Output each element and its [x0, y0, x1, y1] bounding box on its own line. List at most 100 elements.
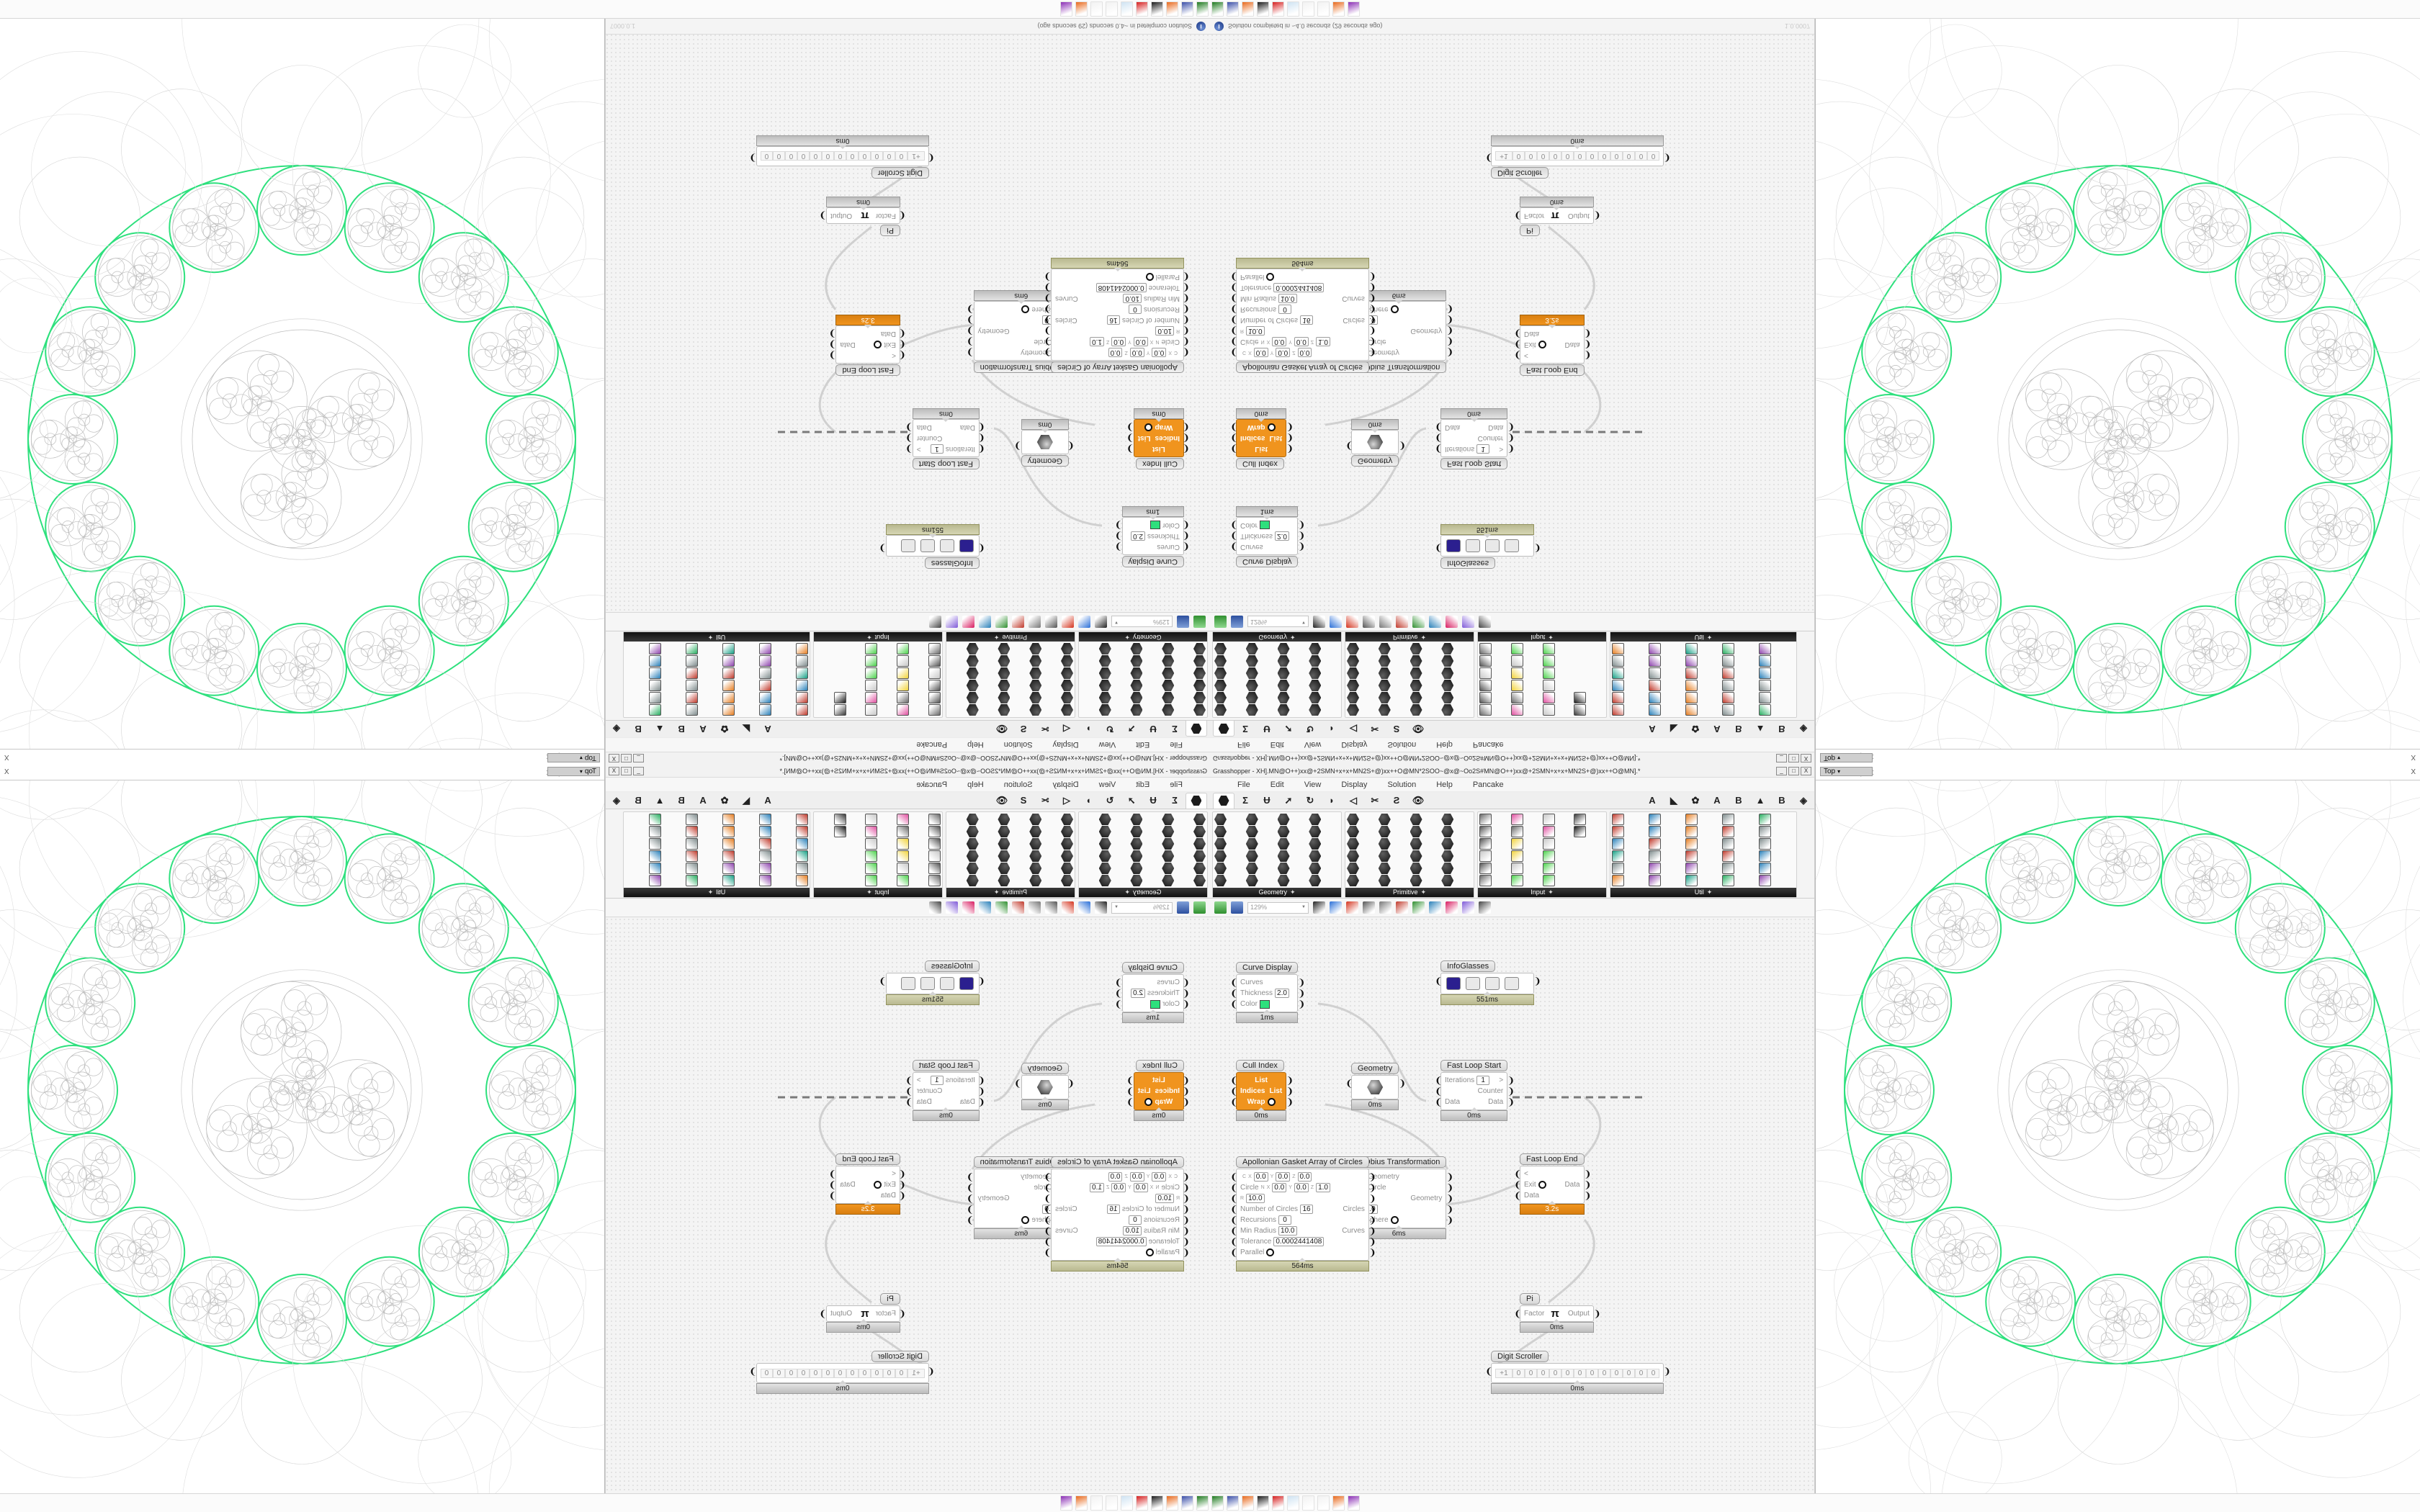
output-port-1[interactable]: ❩: [1126, 433, 1134, 444]
output-ports[interactable]: ❩ ❩ ❩ ❩ ❩ ❩ ❩ ❩: [1044, 1169, 1052, 1260]
component-icon-input-5[interactable]: [1479, 875, 1492, 886]
component-icon-input-16[interactable]: [1542, 863, 1555, 874]
component-icon-util-13[interactable]: [1685, 692, 1698, 703]
component-icon-input-10[interactable]: [1510, 863, 1523, 874]
menu-item-view[interactable]: View: [1098, 740, 1116, 750]
component-icon-util-20[interactable]: [1722, 838, 1734, 850]
ribbon-tab-13[interactable]: A: [1713, 795, 1721, 806]
ribbon-tab-14[interactable]: B: [1735, 795, 1742, 806]
node-body-apollonian-gasket-array-of-circles[interactable]: C X 0.0 Y 0.0 Z 0.0 Circle N X 0.0 Y 0.0 Z 1.0 R 10.0 Num…: [1044, 269, 1190, 361]
input-ports[interactable]: ❨: [977, 536, 985, 556]
output-port-7[interactable]: ❩: [1368, 271, 1376, 282]
param-value-field[interactable]: 10.0: [1278, 294, 1297, 303]
gha-icon[interactable]: [1012, 616, 1024, 628]
component-icon-geometry-14[interactable]: [1131, 838, 1143, 850]
input-ports[interactable]: ❨: [1345, 1076, 1353, 1099]
component-icon-input-3[interactable]: [928, 850, 941, 862]
ribbon-tab-7[interactable]: ✂: [1371, 724, 1379, 735]
digit-cell-6[interactable]: 0: [834, 151, 846, 161]
viewport-close-button[interactable]: X: [2411, 768, 2416, 776]
radius-field[interactable]: 10.0: [1246, 1194, 1265, 1203]
component-icon-geometry-13[interactable]: [1277, 826, 1290, 837]
input-port-0[interactable]: ❨: [1182, 444, 1190, 454]
component-icon-input-11[interactable]: [1510, 875, 1523, 886]
param-value-field[interactable]: 10.0: [1278, 1226, 1297, 1236]
output-port-0[interactable]: ❩: [1044, 1171, 1052, 1182]
component-icon-primitive-22[interactable]: [967, 863, 979, 874]
component-icon-input-15[interactable]: [865, 850, 878, 862]
output-port-0[interactable]: ❩: [1663, 153, 1671, 163]
component-icon-input-14[interactable]: [1542, 838, 1555, 850]
component-icon-primitive-11[interactable]: [1029, 643, 1041, 654]
taskbar-icon-explorer-icon[interactable]: [1302, 1, 1314, 17]
output-port-2[interactable]: ❩: [1368, 1193, 1376, 1204]
output-port-0[interactable]: ❩: [1297, 541, 1306, 552]
component-icon-input-0[interactable]: [1479, 814, 1492, 825]
digit-cell-10[interactable]: 0: [1623, 1368, 1635, 1378]
component-icon-primitive-9[interactable]: [1379, 667, 1391, 679]
output-port-4[interactable]: ❩: [1044, 1215, 1052, 1225]
component-icon-util-19[interactable]: [686, 692, 698, 703]
component-icon-input-4[interactable]: [928, 863, 941, 874]
output-port-0[interactable]: ❩: [1114, 541, 1123, 552]
component-icon-primitive-0[interactable]: [1347, 704, 1359, 716]
component-icon-input-8[interactable]: [897, 680, 910, 691]
grid-icon[interactable]: [1466, 977, 1480, 990]
component-icon-geometry-19[interactable]: [1099, 692, 1111, 703]
toggle-icon[interactable]: [1144, 1098, 1153, 1106]
toggle-icon[interactable]: [874, 1181, 882, 1189]
digit-cell-1[interactable]: 0: [895, 151, 908, 161]
output-port-5[interactable]: ❩: [1368, 1225, 1376, 1236]
ribbon-group-expander[interactable]: ✦: [1706, 888, 1713, 896]
input-port-4[interactable]: ❨: [1182, 304, 1190, 315]
taskbar-icon-text-editor-icon[interactable]: [1287, 1, 1299, 17]
vector-z-field[interactable]: 0.0: [1297, 348, 1312, 357]
component-icon-primitive-6[interactable]: [1378, 814, 1391, 825]
ribbon-tab-14[interactable]: B: [678, 724, 685, 734]
output-port-3[interactable]: ❩: [1044, 1204, 1052, 1215]
vector-z-field[interactable]: 1.0: [1090, 1183, 1104, 1192]
component-icon-util-29[interactable]: [649, 875, 661, 886]
output-port-1[interactable]: ❩: [905, 433, 913, 444]
component-icon-input-11[interactable]: [897, 643, 910, 654]
output-port-6[interactable]: ❩: [1044, 1236, 1052, 1247]
input-port-0[interactable]: ❨: [977, 543, 985, 554]
component-icon-input-15[interactable]: [1542, 850, 1555, 862]
component-icon-primitive-4[interactable]: [1347, 655, 1359, 667]
component-icon-input-0[interactable]: [928, 704, 941, 716]
toggle-icon[interactable]: [1144, 423, 1153, 431]
menu-item-display[interactable]: Display: [1341, 780, 1368, 789]
package-icon[interactable]: [1446, 901, 1458, 914]
component-icon-util-1[interactable]: [1612, 826, 1624, 837]
ribbon-tab-1[interactable]: Σ: [1242, 795, 1248, 806]
component-icon-geometry-16[interactable]: [1278, 655, 1290, 667]
component-icon-util-8[interactable]: [1649, 680, 1661, 691]
output-port-0[interactable]: ❩: [966, 1171, 974, 1182]
component-icon-primitive-17[interactable]: [1410, 643, 1422, 654]
input-port-3[interactable]: ❨: [1230, 1204, 1238, 1215]
zoom-level-display[interactable]: 129% ▼: [1111, 616, 1173, 628]
component-icon-input-13[interactable]: [1542, 826, 1555, 837]
component-icon-util-28[interactable]: [649, 655, 661, 667]
output-ports[interactable]: ❩ ❩ ❩ ❩ ❩: [967, 302, 974, 360]
component-icon-util-5[interactable]: [796, 643, 808, 654]
component-icon-geometry-4[interactable]: [1214, 655, 1227, 667]
ribbon-tab-13[interactable]: A: [699, 795, 707, 806]
zoom-extents-icon[interactable]: [1313, 616, 1325, 628]
search-icon[interactable]: [1429, 901, 1441, 914]
input-port-1[interactable]: ❨: [1514, 1179, 1522, 1190]
ribbon-tab-4[interactable]: ↻: [1306, 794, 1314, 806]
taskbar-icon-save-app-icon[interactable]: [1227, 1495, 1239, 1511]
component-icon-primitive-21[interactable]: [1441, 667, 1453, 679]
component-icon-util-18[interactable]: [686, 704, 698, 716]
component-icon-input-18[interactable]: [833, 704, 846, 716]
ribbon-tab-12[interactable]: ✿: [720, 794, 729, 806]
input-ports[interactable]: ❨: [1067, 1076, 1075, 1099]
ribbon-tab-13[interactable]: A: [1713, 724, 1721, 734]
input-port-1[interactable]: ❨: [898, 1179, 906, 1190]
input-port-0[interactable]: ❨: [977, 1075, 985, 1086]
component-icon-primitive-14[interactable]: [1410, 838, 1422, 850]
component-icon-geometry-0[interactable]: [1193, 814, 1206, 825]
output-port-1[interactable]: ❩: [1507, 433, 1515, 444]
component-icon-geometry-9[interactable]: [1246, 667, 1258, 679]
